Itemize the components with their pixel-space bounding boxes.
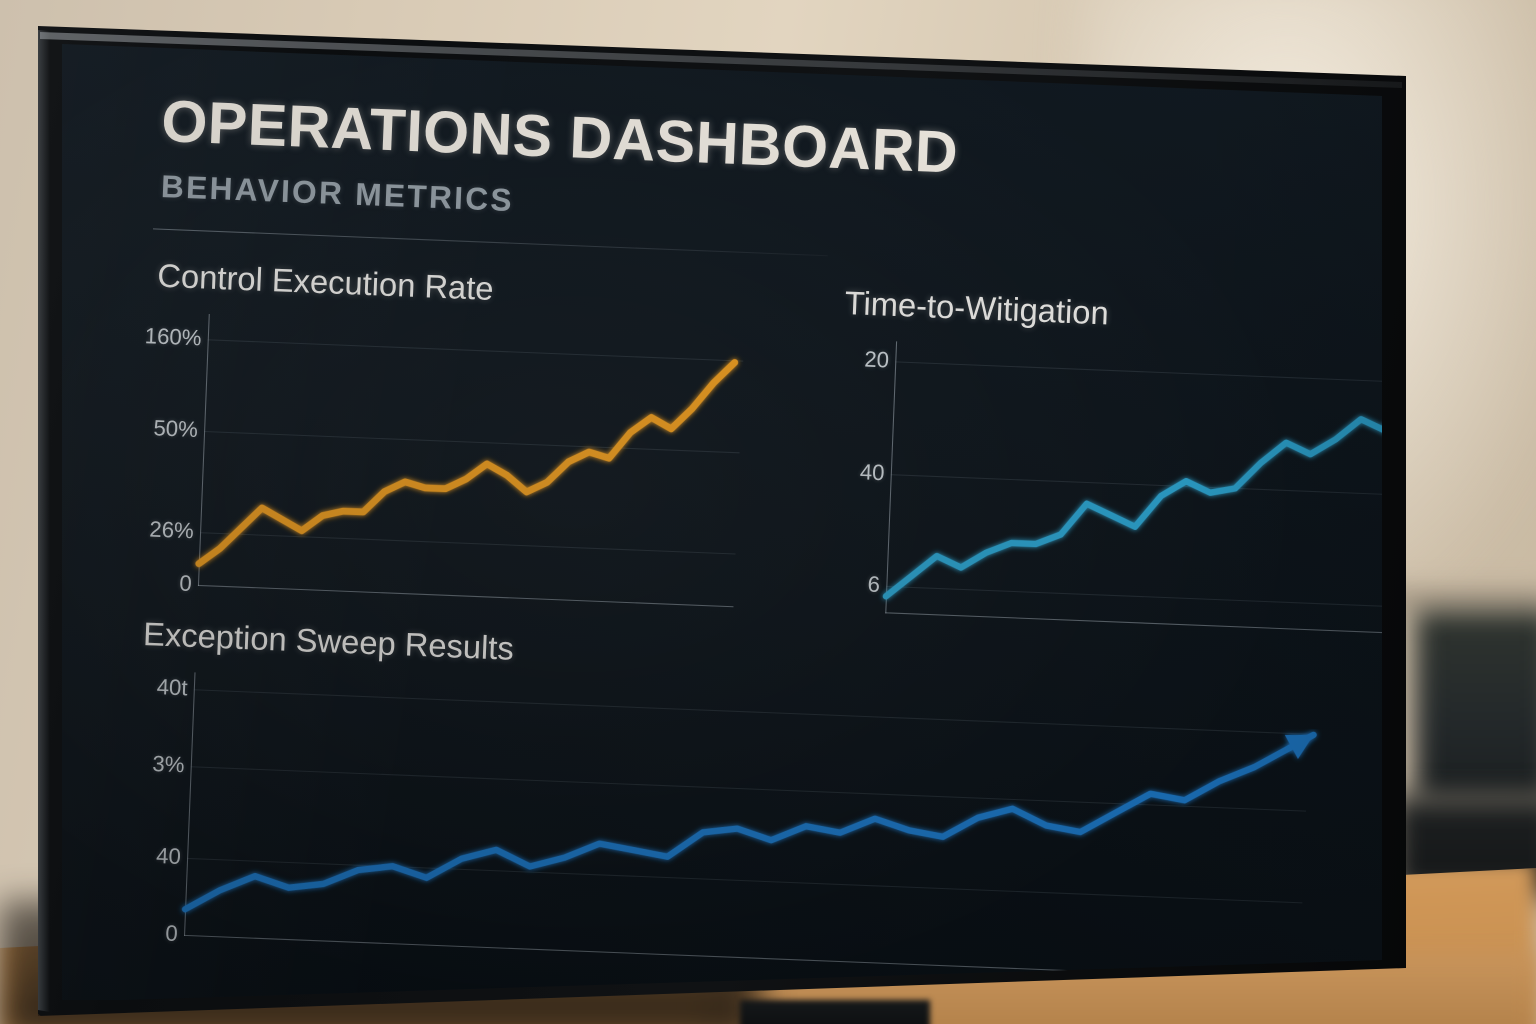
background-object bbox=[1415, 610, 1536, 800]
screen-surface: OPERATIONS DASHBOARD BEHAVIOR METRICS Co… bbox=[62, 44, 1382, 1000]
charts-grid: Control Execution Rate 160% 50% 26% 0 Time-… bbox=[129, 257, 1382, 983]
header-divider bbox=[152, 228, 828, 257]
monitor-stand bbox=[740, 1000, 930, 1024]
series-line bbox=[181, 744, 1293, 913]
panel-title-control-execution-rate: Control Execution Rate bbox=[156, 257, 495, 308]
series-plot bbox=[882, 386, 1382, 600]
panel-time-to-mitigation: Time-to-Witigation 20 40 6 bbox=[776, 282, 1382, 635]
chart-exception-sweep-results[interactable]: 40t 3% 40 0 bbox=[129, 670, 1317, 981]
trend-arrow-icon bbox=[1284, 734, 1314, 759]
panel-title-time-to-mitigation: Time-to-Witigation bbox=[844, 284, 1110, 332]
dashboard: OPERATIONS DASHBOARD BEHAVIOR METRICS Co… bbox=[62, 44, 1382, 1000]
series-plot bbox=[181, 731, 1317, 913]
monitor: OPERATIONS DASHBOARD BEHAVIOR METRICS Co… bbox=[38, 26, 1406, 1024]
chart-control-execution-rate[interactable]: 160% 50% 26% 0 bbox=[143, 312, 744, 608]
chart-time-to-mitigation[interactable]: 20 40 6 bbox=[830, 339, 1382, 635]
series-plot bbox=[195, 359, 739, 568]
series-line bbox=[882, 386, 1382, 600]
series-line bbox=[195, 359, 739, 568]
panel-control-execution-rate: Control Execution Rate 160% 50% 26% 0 bbox=[143, 257, 789, 609]
panel-exception-sweep-results: Exception Sweep Results 40t 3% 40 0 bbox=[129, 615, 1365, 982]
bezel-left-highlight bbox=[38, 30, 50, 1012]
monitor-screen: OPERATIONS DASHBOARD BEHAVIOR METRICS Co… bbox=[62, 44, 1382, 1000]
